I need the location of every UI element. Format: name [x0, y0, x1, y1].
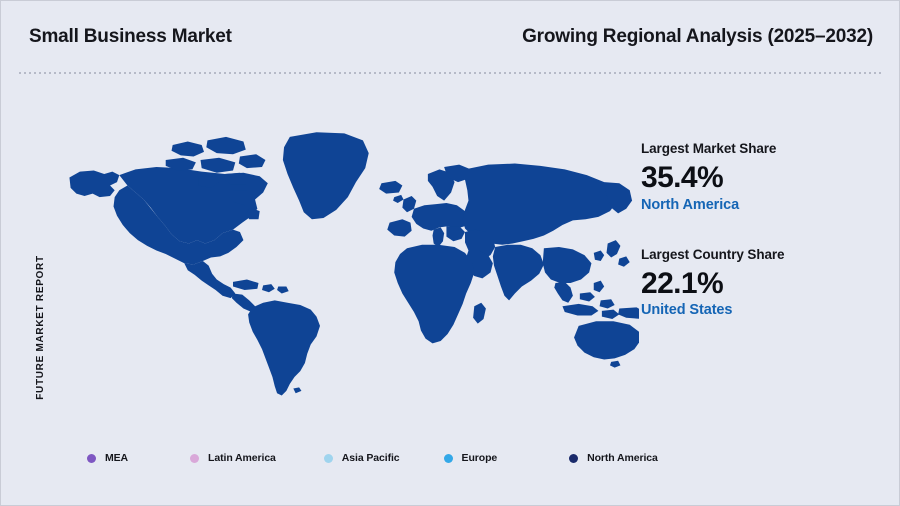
legend-item-mea[interactable]: MEA	[87, 452, 128, 464]
stats-panel: Largest Market Share 35.4% North America…	[641, 141, 881, 318]
map-landmasses	[69, 132, 639, 396]
legend-item-label: Europe	[461, 452, 498, 464]
header-divider	[19, 72, 883, 74]
legend-item-asia-pacific[interactable]: Asia Pacific	[323, 452, 400, 464]
header: Small Business Market Growing Regional A…	[1, 1, 899, 73]
legend-marker-icon	[569, 453, 579, 463]
stat-label: Largest Market Share	[641, 141, 777, 156]
legend-marker-icon	[323, 453, 333, 463]
stat-largest-country-share: Largest Country Share 22.1% United State…	[641, 247, 881, 319]
stat-label: Largest Country Share	[641, 246, 785, 262]
legend-item-latin-america[interactable]: Latin America	[190, 452, 276, 464]
stat-largest-market-share: Largest Market Share 35.4% North America	[641, 141, 881, 213]
stat-value: 22.1%	[641, 266, 724, 300]
page-title: Small Business Market	[29, 26, 232, 47]
legend-marker-icon	[443, 453, 453, 463]
legend-item-label: Latin America	[208, 452, 276, 464]
legend-item-europe[interactable]: Europe	[443, 452, 498, 464]
header-subtitle: Growing Regional Analysis (2025–2032)	[522, 26, 873, 47]
legend-item-label: North America	[587, 452, 658, 464]
legend-marker-icon	[190, 453, 200, 463]
legend: MEA Latin America Asia Pacific Europe No…	[87, 447, 807, 469]
legend-marker-icon	[87, 453, 96, 463]
stat-region: United States	[641, 302, 733, 318]
stat-value: 35.4%	[641, 161, 724, 194]
brand-watermark-label: FUTURE MARKET REPORT	[34, 254, 46, 400]
legend-item-label: Asia Pacific	[341, 452, 400, 464]
legend-item-north-america[interactable]: North America	[569, 452, 658, 464]
brand-watermark: FUTURE MARKET REPORT	[33, 237, 47, 417]
stat-region: North America	[641, 196, 740, 213]
world-map	[59, 89, 639, 419]
world-map-svg	[69, 132, 639, 396]
legend-item-label: MEA	[105, 452, 129, 464]
